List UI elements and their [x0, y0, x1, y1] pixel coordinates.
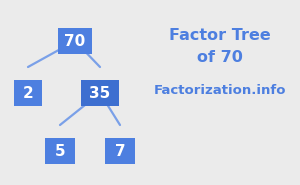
Text: Factor Tree: Factor Tree — [169, 28, 271, 43]
Text: 7: 7 — [115, 144, 125, 159]
FancyBboxPatch shape — [45, 138, 75, 164]
Text: Factorization.info: Factorization.info — [154, 83, 286, 97]
FancyBboxPatch shape — [58, 28, 92, 54]
Text: 70: 70 — [64, 33, 86, 48]
FancyBboxPatch shape — [105, 138, 135, 164]
FancyBboxPatch shape — [81, 80, 119, 106]
Text: 2: 2 — [22, 85, 33, 100]
Text: 5: 5 — [55, 144, 65, 159]
Text: 35: 35 — [89, 85, 111, 100]
Text: of 70: of 70 — [197, 51, 243, 65]
FancyBboxPatch shape — [14, 80, 42, 106]
